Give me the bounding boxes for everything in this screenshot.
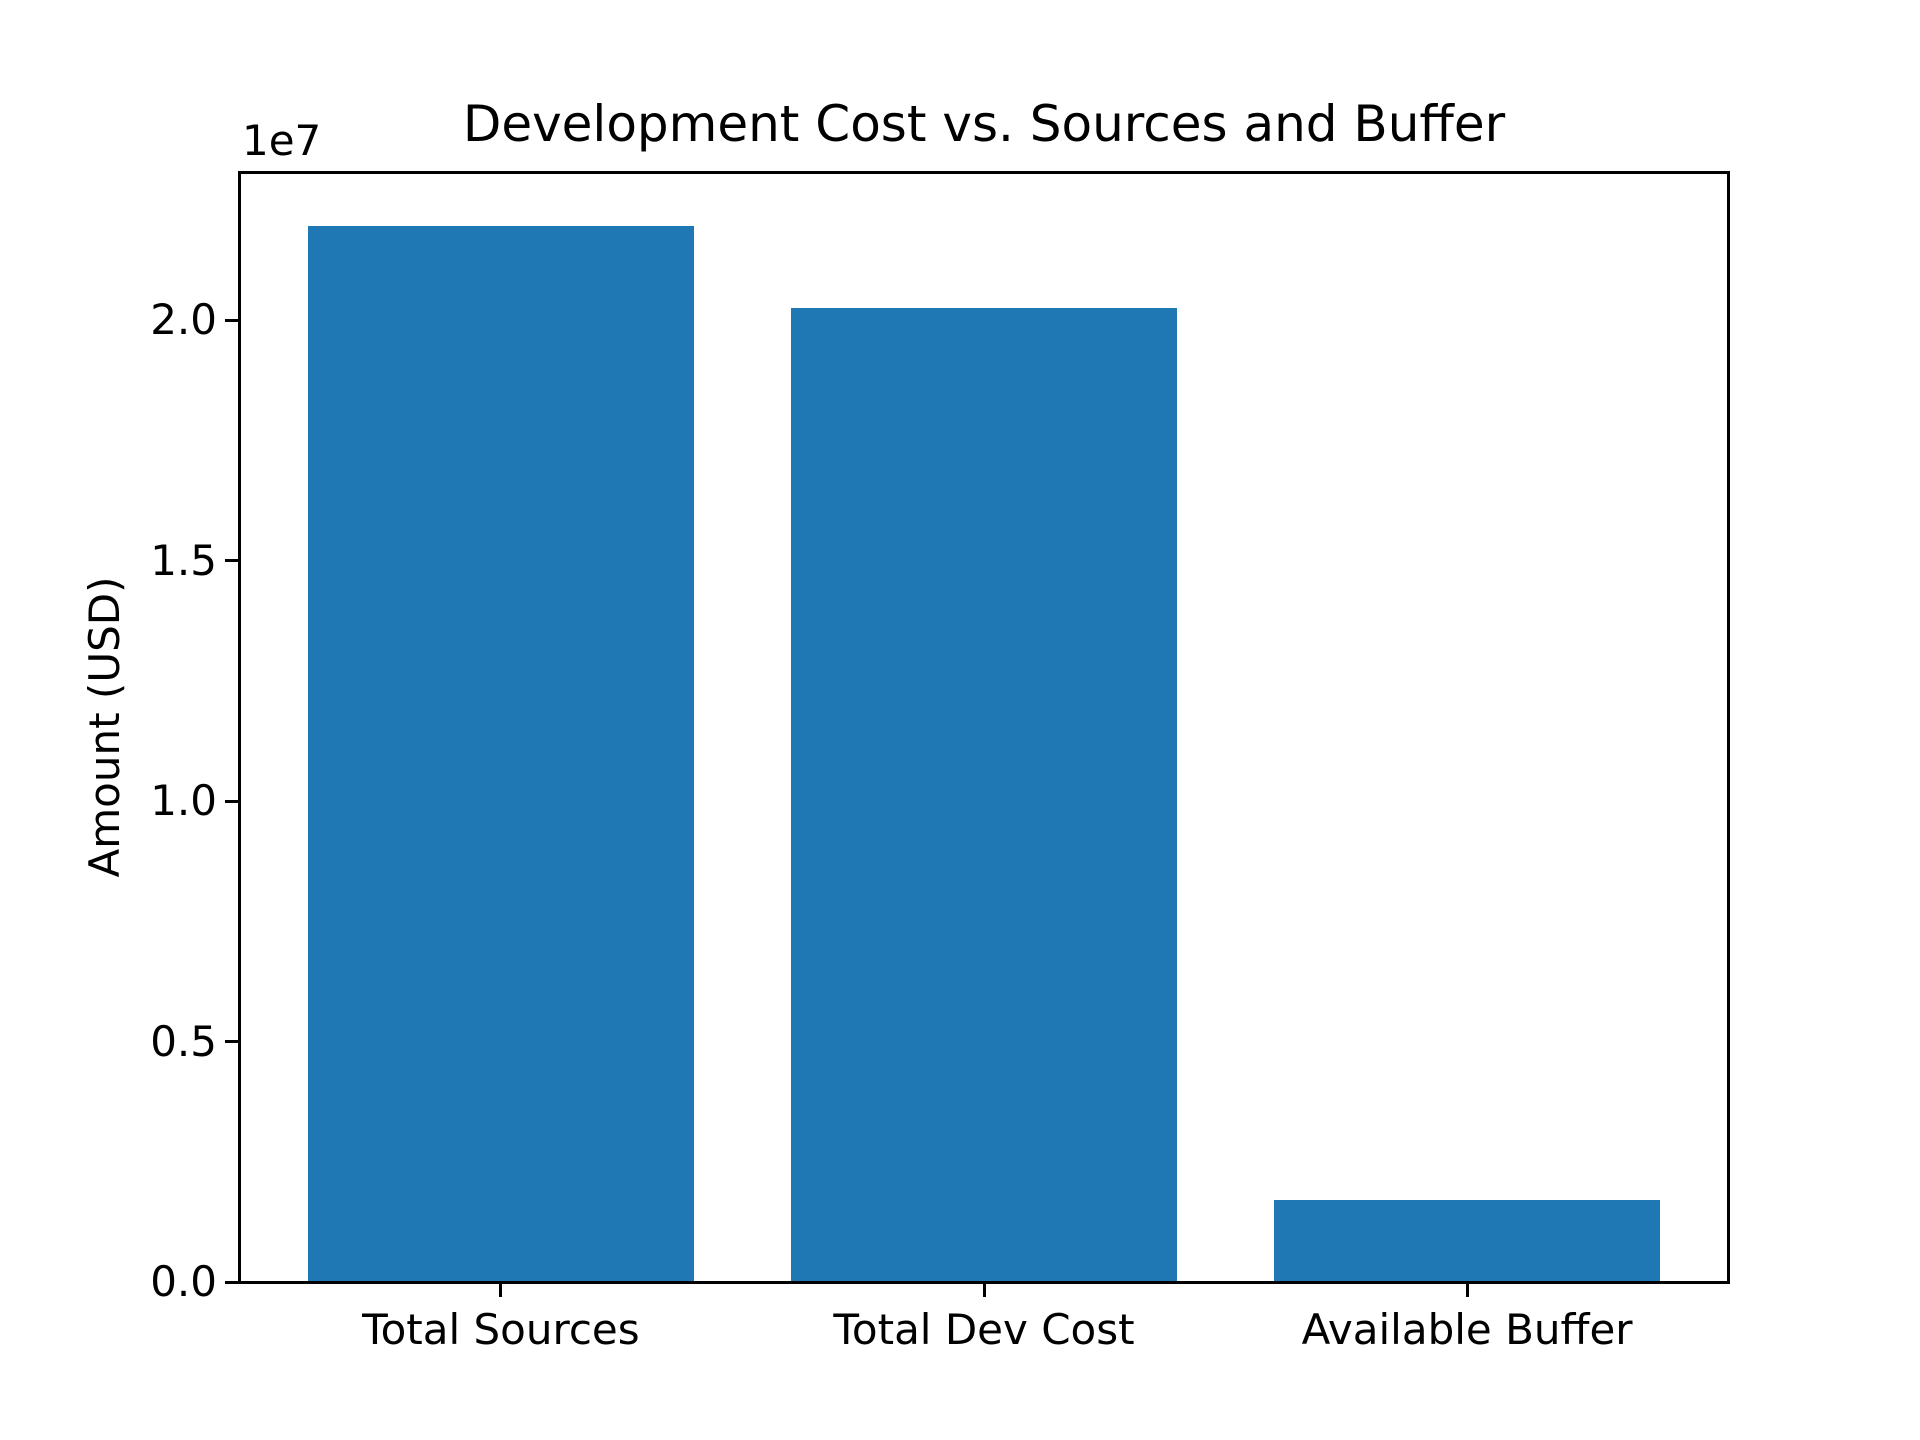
y-tick-label: 0.0 [150,1257,217,1306]
y-tick-label: 1.0 [150,776,217,826]
bar-total-dev-cost [790,308,1178,1282]
y-tick-label: 2.0 [150,295,217,345]
chart-title: Development Cost vs. Sources and Buffer [462,95,1506,153]
y-tick-mark [225,1280,240,1284]
y-tick-mark [225,559,240,563]
y-tick-label: 0.5 [150,1016,217,1066]
bar-total-sources [307,225,695,1282]
x-tick-label-available-buffer: Available Buffer [1301,1305,1633,1354]
bar-available-buffer [1273,1199,1661,1282]
x-tick-mark [1465,1282,1469,1297]
y-axis-label: Amount (USD) [80,576,129,878]
y-tick-mark [225,1040,240,1044]
y-axis-offset-label: 1e7 [242,116,322,165]
y-tick-mark [225,318,240,322]
x-tick-label-total-dev-cost: Total Dev Cost [833,1305,1135,1354]
y-tick-mark [225,799,240,803]
y-tick-label: 1.5 [150,535,217,585]
x-tick-label-total-sources: Total Sources [362,1305,640,1354]
x-tick-mark [982,1282,986,1297]
x-tick-mark [499,1282,503,1297]
